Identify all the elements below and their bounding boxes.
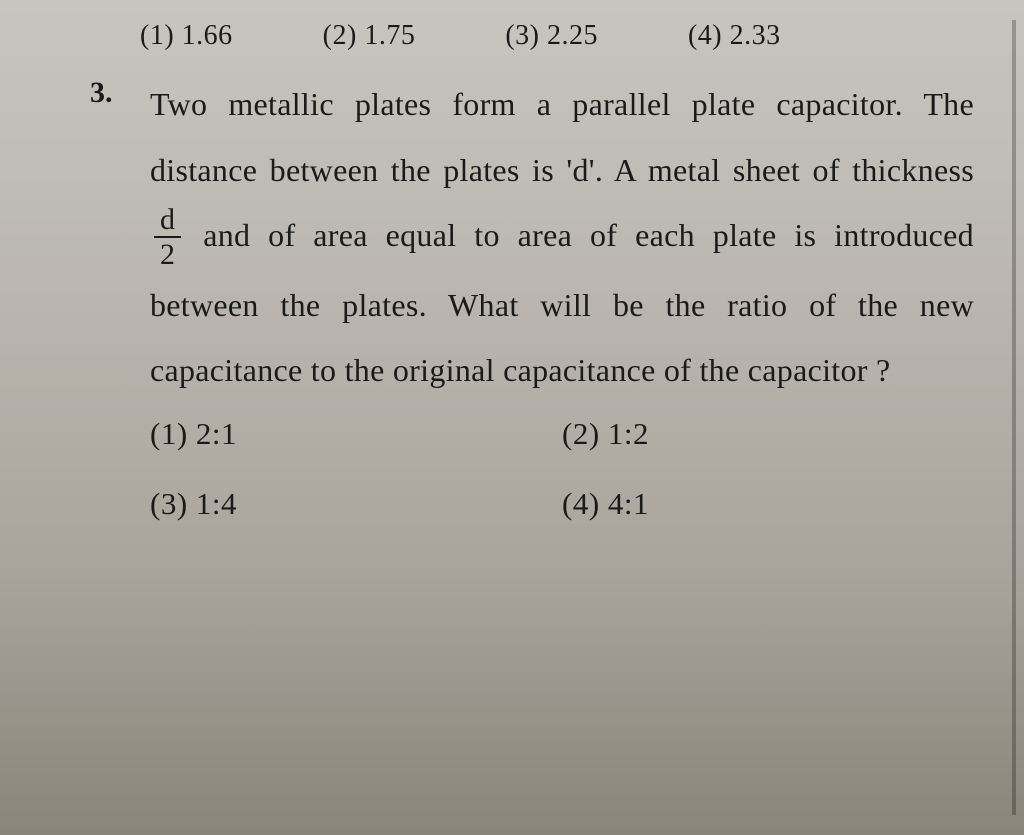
prev-option-4: (4) 2.33 <box>688 20 781 52</box>
answer-option-2: (2) 1:2 <box>562 416 974 452</box>
page-right-edge <box>1012 20 1016 815</box>
option-marker: (4) <box>688 20 722 51</box>
question-row: 3. Two metallic plates form a parallel p… <box>90 72 974 404</box>
option-marker: (2) <box>562 416 600 451</box>
question-number: 3. <box>90 76 120 110</box>
question-text-part1: Two metallic plates form a parallel plat… <box>150 86 974 188</box>
option-value: 1.75 <box>364 20 415 51</box>
option-marker: (3) <box>505 20 539 51</box>
option-value: 2:1 <box>196 416 237 451</box>
answer-options-grid: (1) 2:1 (2) 1:2 (3) 1:4 (4) 4:1 <box>150 416 974 522</box>
option-marker: (1) <box>150 416 188 451</box>
option-value: 1.66 <box>182 20 233 51</box>
page-container: (1) 1.66 (2) 1.75 (3) 2.25 (4) 2.33 3. T… <box>90 20 974 815</box>
answer-option-3: (3) 1:4 <box>150 486 562 522</box>
question-text-part2: and of area equal to area of each plate … <box>150 217 974 388</box>
option-marker: (3) <box>150 486 188 521</box>
prev-option-2: (2) 1.75 <box>323 20 416 52</box>
question-body: Two metallic plates form a parallel plat… <box>150 72 974 404</box>
option-marker: (4) <box>562 486 600 521</box>
prev-option-1: (1) 1.66 <box>140 20 233 52</box>
previous-question-options: (1) 1.66 (2) 1.75 (3) 2.25 (4) 2.33 <box>140 20 974 52</box>
fraction-denominator: 2 <box>154 238 181 271</box>
option-marker: (2) <box>323 20 357 51</box>
answer-option-1: (1) 2:1 <box>150 416 562 452</box>
answer-option-4: (4) 4:1 <box>562 486 974 522</box>
option-value: 2.25 <box>547 20 598 51</box>
fraction: d 2 <box>154 203 181 271</box>
option-value: 4:1 <box>608 486 649 521</box>
option-marker: (1) <box>140 20 174 51</box>
fraction-numerator: d <box>154 203 181 238</box>
option-value: 2.33 <box>730 20 781 51</box>
option-value: 1:2 <box>608 416 649 451</box>
prev-option-3: (3) 2.25 <box>505 20 598 52</box>
option-value: 1:4 <box>196 486 237 521</box>
